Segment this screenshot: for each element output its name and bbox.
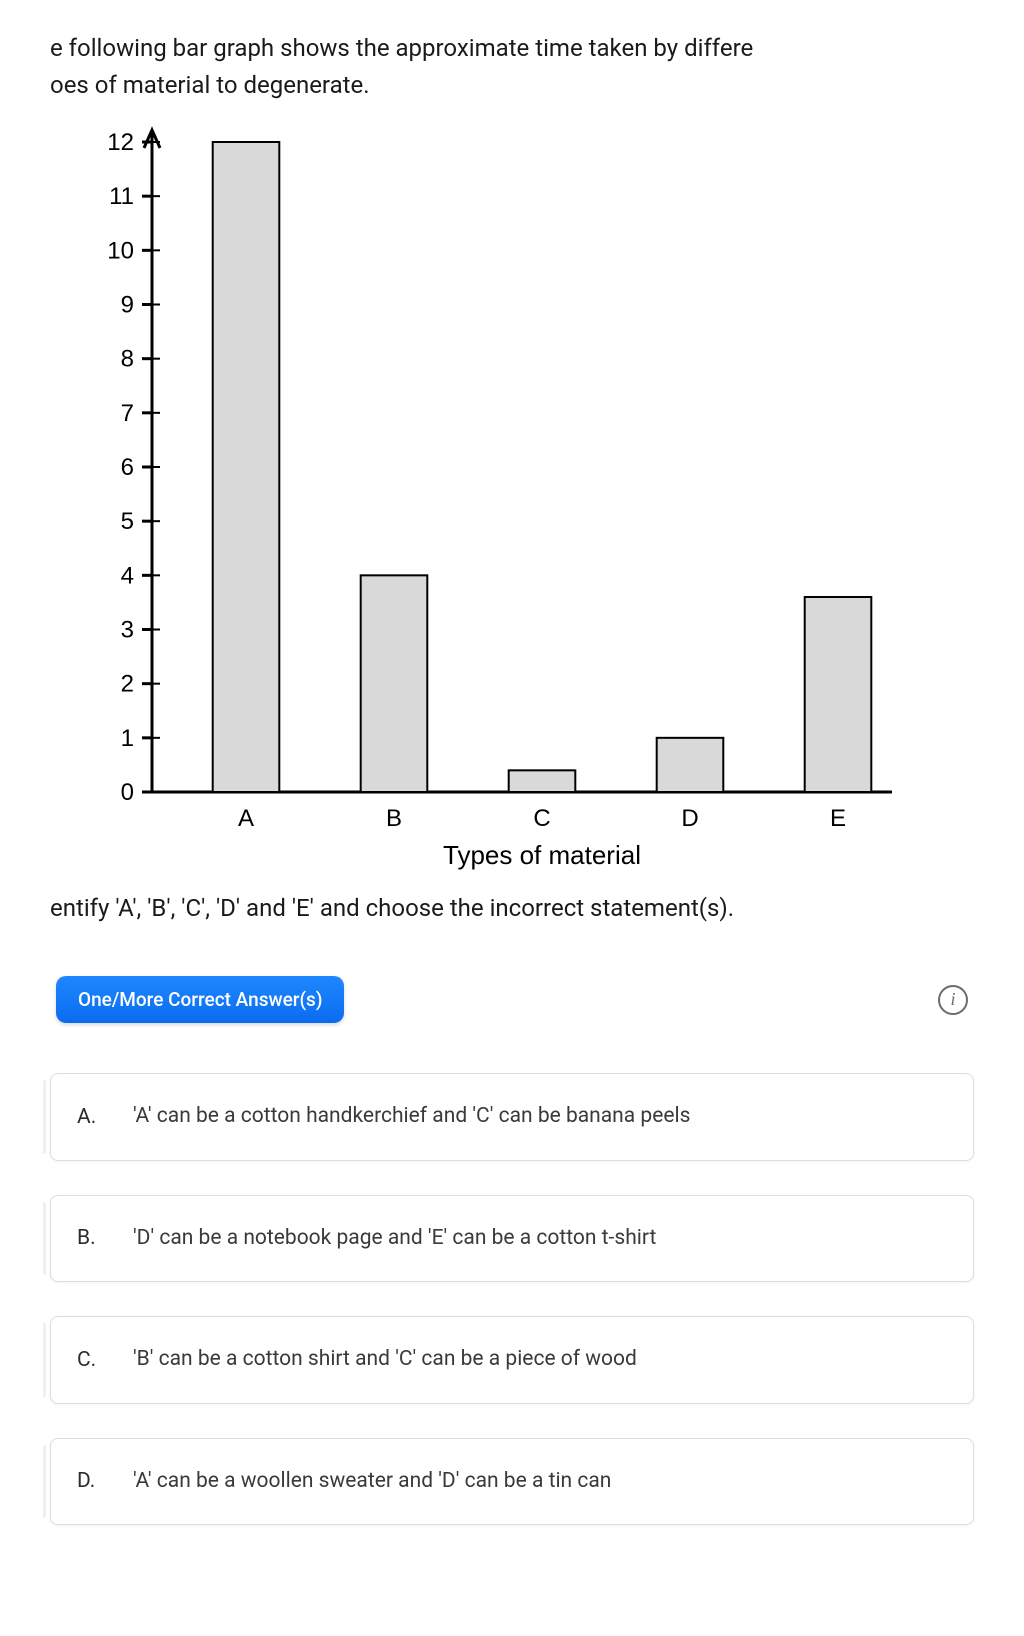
question-line-1: e following bar graph shows the approxim…: [50, 34, 753, 62]
svg-text:A: A: [238, 805, 254, 832]
svg-text:B: B: [386, 805, 402, 832]
instruction-text: entify 'A', 'B', 'C', 'D' and 'E' and ch…: [50, 890, 974, 926]
option-text: 'A' can be a woollen sweater and 'D' can…: [133, 1467, 611, 1496]
option-text: 'D' can be a notebook page and 'E' can b…: [133, 1224, 656, 1253]
bar-chart-svg: 0123456789101112ABCDETypes of material: [72, 122, 912, 882]
option-letter: C.: [77, 1348, 103, 1372]
svg-text:1: 1: [121, 725, 134, 752]
options-list: A. 'A' can be a cotton handkerchief and '…: [50, 1073, 974, 1525]
svg-text:9: 9: [121, 292, 134, 319]
question-line-2: oes of material to degenerate.: [50, 71, 370, 99]
option-letter: A.: [77, 1105, 103, 1129]
svg-text:2: 2: [121, 671, 134, 698]
svg-text:D: D: [681, 805, 698, 832]
bar-chart: 0123456789101112ABCDETypes of material: [72, 122, 952, 882]
svg-text:5: 5: [121, 509, 134, 536]
option-letter: B.: [77, 1226, 103, 1250]
option-b[interactable]: B. 'D' can be a notebook page and 'E' can…: [50, 1195, 974, 1282]
svg-text:7: 7: [121, 400, 134, 427]
question-text: e following bar graph shows the approxim…: [50, 30, 974, 104]
option-letter: D.: [77, 1469, 103, 1493]
svg-text:0: 0: [121, 779, 134, 806]
svg-text:6: 6: [121, 454, 134, 481]
svg-text:8: 8: [121, 346, 134, 373]
info-icon[interactable]: i: [938, 985, 968, 1015]
info-glyph: i: [950, 989, 955, 1010]
option-d[interactable]: D. 'A' can be a woollen sweater and 'D' c…: [50, 1438, 974, 1525]
svg-text:10: 10: [107, 238, 134, 265]
svg-text:12: 12: [107, 129, 134, 156]
svg-text:4: 4: [121, 563, 134, 590]
svg-text:11: 11: [109, 184, 134, 211]
answer-type-tag: One/More Correct Answer(s): [56, 976, 344, 1023]
option-text: 'B' can be a cotton shirt and 'C' can be…: [133, 1345, 637, 1374]
svg-text:3: 3: [121, 617, 134, 644]
option-a[interactable]: A. 'A' can be a cotton handkerchief and '…: [50, 1073, 974, 1160]
answer-type-row: One/More Correct Answer(s) i: [50, 976, 974, 1023]
option-text: 'A' can be a cotton handkerchief and 'C'…: [133, 1102, 690, 1131]
svg-text:C: C: [533, 805, 550, 832]
svg-text:Types of material: Types of material: [443, 840, 641, 870]
svg-text:E: E: [830, 805, 846, 832]
option-c[interactable]: C. 'B' can be a cotton shirt and 'C' can …: [50, 1316, 974, 1403]
